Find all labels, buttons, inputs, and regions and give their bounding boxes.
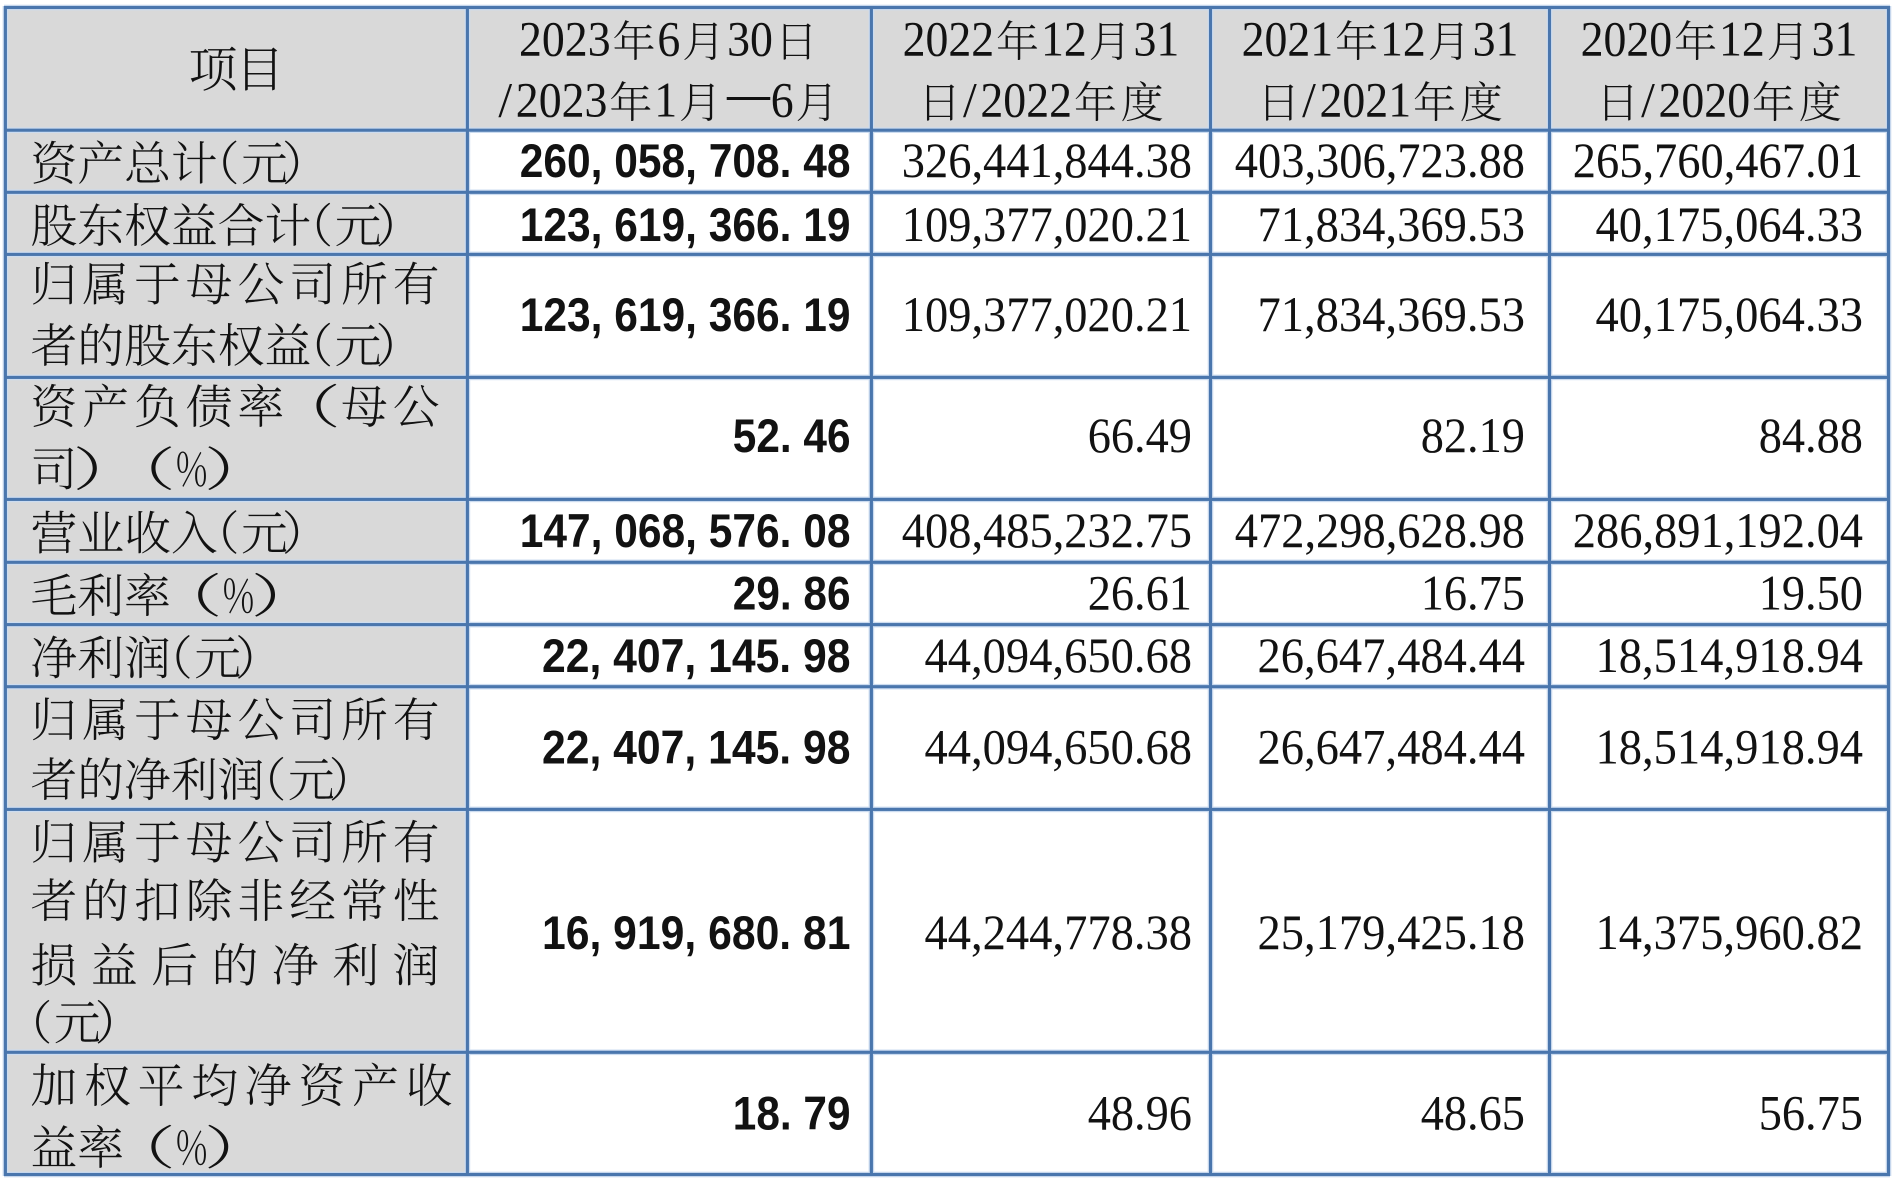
svg-text:31: 31: [1812, 11, 1858, 66]
svg-text:2020: 2020: [1581, 11, 1673, 66]
svg-text:40,175,064.33: 40,175,064.33: [1596, 287, 1864, 342]
svg-text:16, 919, 680. 81: 16, 919, 680. 81: [542, 907, 851, 960]
svg-text:2020: 2020: [1659, 72, 1751, 127]
svg-text:286,891,192.04: 286,891,192.04: [1573, 503, 1863, 558]
svg-text:147, 068, 576. 08: 147, 068, 576. 08: [520, 505, 851, 558]
svg-text:6: 6: [657, 11, 680, 66]
svg-text:12: 12: [1380, 11, 1426, 66]
svg-text:472,298,628.98: 472,298,628.98: [1235, 503, 1525, 558]
svg-text:31: 31: [1134, 11, 1180, 66]
svg-text:260, 058, 708. 48: 260, 058, 708. 48: [520, 135, 851, 188]
svg-text:22, 407, 145. 98: 22, 407, 145. 98: [542, 722, 851, 775]
svg-text:1: 1: [654, 72, 677, 127]
svg-text:26,647,484.44: 26,647,484.44: [1258, 628, 1526, 683]
svg-text:109,377,020.21: 109,377,020.21: [902, 287, 1192, 342]
svg-text:40,175,064.33: 40,175,064.33: [1596, 197, 1864, 252]
svg-text:31: 31: [1473, 11, 1519, 66]
svg-text:2022: 2022: [980, 72, 1072, 127]
svg-text:29. 86: 29. 86: [733, 568, 851, 621]
svg-text:408,485,232.75: 408,485,232.75: [902, 503, 1192, 558]
svg-text:265,760,467.01: 265,760,467.01: [1573, 133, 1863, 188]
svg-text:16.75: 16.75: [1421, 566, 1525, 621]
svg-text:44,244,778.38: 44,244,778.38: [925, 905, 1193, 960]
svg-text:/: /: [963, 72, 977, 127]
svg-text:/: /: [498, 72, 512, 127]
svg-text:48.65: 48.65: [1421, 1085, 1525, 1140]
svg-text:44,094,650.68: 44,094,650.68: [925, 628, 1193, 683]
svg-text:18,514,918.94: 18,514,918.94: [1596, 720, 1864, 775]
svg-text:12: 12: [1041, 11, 1087, 66]
svg-text:2022: 2022: [903, 11, 995, 66]
svg-text:109,377,020.21: 109,377,020.21: [902, 197, 1192, 252]
svg-text:66.49: 66.49: [1088, 408, 1192, 463]
svg-text:/: /: [1302, 72, 1316, 127]
svg-text:82.19: 82.19: [1421, 408, 1525, 463]
svg-text:14,375,960.82: 14,375,960.82: [1596, 905, 1864, 960]
svg-text:44,094,650.68: 44,094,650.68: [925, 720, 1193, 775]
svg-text:18. 79: 18. 79: [733, 1087, 851, 1140]
svg-text:25,179,425.18: 25,179,425.18: [1258, 905, 1526, 960]
svg-text:56.75: 56.75: [1759, 1085, 1863, 1140]
svg-text:2021: 2021: [1242, 11, 1334, 66]
svg-text:26.61: 26.61: [1088, 566, 1192, 621]
svg-text:48.96: 48.96: [1088, 1085, 1192, 1140]
svg-text:18,514,918.94: 18,514,918.94: [1596, 628, 1864, 683]
svg-text:26,647,484.44: 26,647,484.44: [1258, 720, 1526, 775]
svg-text:84.88: 84.88: [1759, 408, 1863, 463]
svg-text:2023: 2023: [516, 72, 608, 127]
svg-text:403,306,723.88: 403,306,723.88: [1235, 133, 1525, 188]
svg-text:12: 12: [1719, 11, 1765, 66]
svg-text:326,441,844.38: 326,441,844.38: [902, 133, 1192, 188]
svg-text:30: 30: [727, 11, 773, 66]
svg-text:71,834,369.53: 71,834,369.53: [1258, 287, 1526, 342]
svg-text:2021: 2021: [1320, 72, 1412, 127]
svg-text:/: /: [1641, 72, 1655, 127]
svg-text:19.50: 19.50: [1759, 566, 1863, 621]
svg-text:22, 407, 145. 98: 22, 407, 145. 98: [542, 630, 851, 683]
svg-text:123, 619, 366. 19: 123, 619, 366. 19: [520, 289, 851, 342]
svg-text:71,834,369.53: 71,834,369.53: [1258, 197, 1526, 252]
svg-text:6: 6: [771, 72, 794, 127]
svg-text:52. 46: 52. 46: [733, 410, 851, 463]
svg-text:123, 619, 366. 19: 123, 619, 366. 19: [520, 199, 851, 252]
svg-text:2023: 2023: [519, 11, 611, 66]
